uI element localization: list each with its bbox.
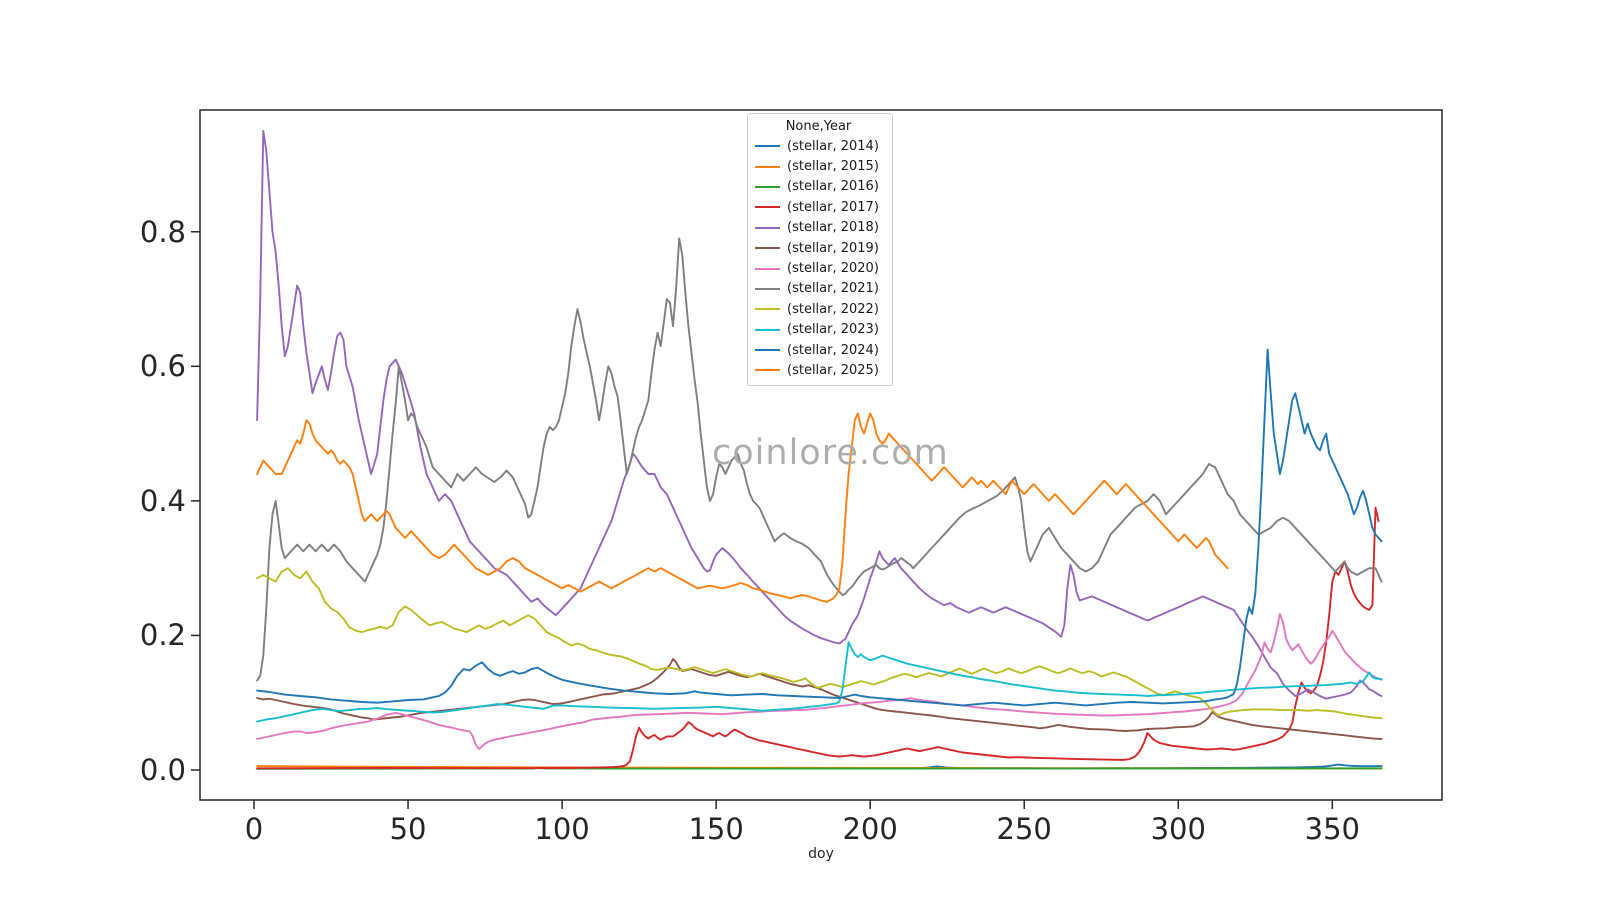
y-tick-label: 0.4 [139,483,186,518]
legend-item: (stellar, 2021) [755,279,888,299]
x-tick-label: 50 [389,812,427,846]
legend-item: (stellar, 2019) [755,238,888,258]
legend-item: (stellar, 2017) [755,197,888,217]
legend-line-sample [755,145,780,148]
legend-line-sample [755,165,780,168]
x-tick-label: 250 [996,812,1052,846]
legend-label: (stellar, 2016) [787,179,879,195]
x-tick-label: 100 [534,812,590,846]
x-tick-label: 300 [1150,812,1206,846]
legend-line-sample [755,185,780,188]
watermark: coinlore.com [712,433,949,473]
legend-label: (stellar, 2022) [787,301,879,317]
legend-item: (stellar, 2018) [755,218,888,238]
legend-label: (stellar, 2018) [787,220,879,236]
legend-item: (stellar, 2016) [755,177,888,197]
series-line-2021 [256,237,1383,682]
x-tick-label: 150 [688,812,744,846]
series-line-2025 [256,412,1229,603]
legend-items: (stellar, 2014) (stellar, 2015) (stellar, … [755,136,888,381]
x-tick-label: 200 [842,812,898,846]
legend: None,Year (stellar, 2014) (stellar, 2015)… [747,113,893,386]
legend-label: (stellar, 2020) [787,261,879,277]
legend-line-sample [755,206,780,209]
series-line-2022 [256,567,1383,720]
series-line-2017 [256,506,1380,770]
legend-line-sample [755,287,780,290]
plot-border [199,109,1443,801]
legend-item: (stellar, 2020) [755,258,888,278]
legend-item: (stellar, 2025) [755,360,888,380]
legend-label: (stellar, 2024) [787,342,879,358]
legend-title: None,Year [785,119,852,134]
legend-label: (stellar, 2015) [787,159,879,175]
legend-item: (stellar, 2015) [755,156,888,176]
legend-item: (stellar, 2023) [755,320,888,340]
x-axis-label: doy [808,846,834,862]
series-line-2020 [256,612,1383,751]
y-tick-label: 0.8 [139,214,186,249]
legend-line-sample [755,226,780,229]
legend-label: (stellar, 2014) [787,138,879,154]
legend-line-sample [755,328,780,331]
legend-line-sample [755,369,780,372]
y-tick-label: 0.2 [139,618,186,653]
legend-item: (stellar, 2022) [755,299,888,319]
series-line-2018 [256,129,1383,700]
legend-item: (stellar, 2024) [755,340,888,360]
legend-line-sample [755,247,780,250]
series-line-2023 [256,641,1383,723]
legend-line-sample [755,349,780,352]
legend-label: (stellar, 2019) [787,240,879,256]
legend-label: (stellar, 2025) [787,362,879,378]
series-line-2024 [256,348,1383,707]
legend-line-sample [755,308,780,311]
x-tick-label: 350 [1304,812,1360,846]
y-tick-label: 0.0 [139,752,186,787]
legend-label: (stellar, 2021) [787,281,879,297]
y-tick-label: 0.6 [139,349,186,384]
legend-label: (stellar, 2017) [787,199,879,215]
x-tick-label: 0 [244,812,264,846]
legend-item: (stellar, 2014) [755,136,888,156]
legend-label: (stellar, 2023) [787,322,879,338]
legend-line-sample [755,267,780,270]
